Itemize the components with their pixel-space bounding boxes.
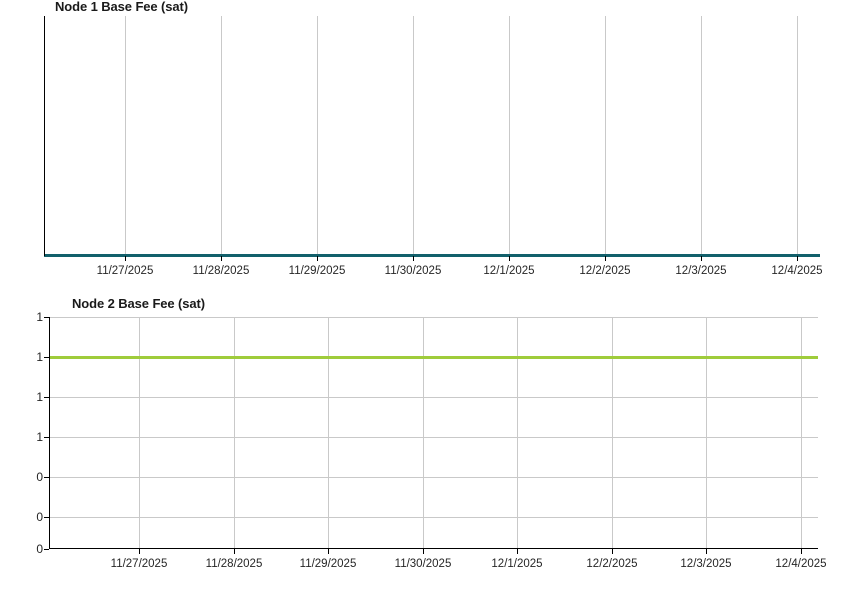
plot-area-node-1 (44, 16, 820, 257)
y-tick-mark (44, 397, 49, 399)
x-tick-mark (328, 549, 329, 554)
x-tick-label: 11/27/2025 (110, 558, 168, 570)
y-tick-mark (44, 357, 49, 359)
x-tick-label: 12/1/2025 (491, 558, 543, 570)
gridline-vertical (706, 317, 707, 549)
x-tick-mark (701, 256, 702, 261)
gridline-vertical (125, 16, 126, 256)
gridline-vertical (612, 317, 613, 549)
x-tick-label: 12/2/2025 (586, 558, 638, 570)
y-tick-label: 1 (36, 390, 43, 404)
series-line-node-1 (44, 254, 820, 257)
chart-title-node-2: Node 2 Base Fee (sat) (72, 296, 206, 311)
x-tick-label: 12/4/2025 (771, 265, 823, 277)
x-tick-mark (801, 549, 802, 554)
chart-panel-node-2: Node 2 Base Fee (sat) 1 1 1 1 0 0 0 (0, 288, 860, 600)
x-tick-mark (706, 549, 707, 554)
gridline-vertical (605, 16, 606, 256)
x-tick-mark (413, 256, 414, 261)
x-tick-label: 12/3/2025 (680, 558, 732, 570)
x-axis-line-node-2 (49, 547, 818, 549)
x-tick-label: 11/28/2025 (205, 558, 263, 570)
x-tick-label: 12/2/2025 (579, 265, 631, 277)
x-tick-label: 11/30/2025 (394, 558, 452, 570)
gridline-horizontal (49, 477, 818, 478)
y-tick-label: 1 (36, 430, 43, 444)
gridline-horizontal (49, 437, 818, 438)
gridline-vertical (139, 317, 140, 549)
gridline-vertical (234, 317, 235, 549)
x-tick-mark (797, 256, 798, 261)
gridline-vertical (517, 317, 518, 549)
x-tick-mark (125, 256, 126, 261)
gridline-vertical (701, 16, 702, 256)
y-tick-mark (44, 477, 49, 479)
x-tick-mark (605, 256, 606, 261)
y-tick-label: 1 (36, 310, 43, 324)
chart-title-node-1: Node 1 Base Fee (sat) (55, 0, 189, 14)
x-tick-label: 11/27/2025 (96, 265, 154, 277)
y-tick-mark (44, 517, 49, 519)
x-tick-label: 11/30/2025 (384, 265, 442, 277)
gridline-horizontal (49, 397, 818, 398)
y-axis-line-node-2 (49, 317, 51, 549)
plot-area-node-2 (49, 317, 818, 549)
gridline-vertical (221, 16, 222, 256)
gridline-vertical (317, 16, 318, 256)
x-tick-mark (234, 549, 235, 554)
y-tick-mark (44, 317, 49, 319)
y-tick-mark (44, 549, 49, 551)
x-tick-mark (509, 256, 510, 261)
x-tick-label: 12/3/2025 (675, 265, 727, 277)
y-axis-line-node-1 (44, 16, 46, 256)
gridline-horizontal (49, 317, 818, 318)
x-tick-mark (221, 256, 222, 261)
y-tick-label: 0 (36, 510, 43, 524)
y-tick-label: 0 (36, 542, 43, 556)
gridline-vertical (801, 317, 802, 549)
gridline-vertical (328, 317, 329, 549)
y-tick-mark (44, 437, 49, 439)
x-tick-label: 11/29/2025 (288, 265, 346, 277)
gridline-vertical (797, 16, 798, 256)
x-tick-mark (612, 549, 613, 554)
x-tick-mark (517, 549, 518, 554)
x-tick-label: 12/4/2025 (775, 558, 827, 570)
chart-panel-node-1: Node 1 Base Fee (sat) 11/27/2025 11/28/2… (0, 0, 860, 288)
x-tick-label: 11/29/2025 (299, 558, 357, 570)
series-line-node-2 (49, 356, 818, 360)
y-tick-label: 0 (36, 470, 43, 484)
x-tick-mark (139, 549, 140, 554)
gridline-vertical (509, 16, 510, 256)
gridline-vertical (413, 16, 414, 256)
y-tick-label: 1 (36, 350, 43, 364)
x-tick-mark (423, 549, 424, 554)
x-tick-mark (317, 256, 318, 261)
gridline-horizontal (49, 517, 818, 518)
x-tick-label: 11/28/2025 (192, 265, 250, 277)
gridline-vertical (423, 317, 424, 549)
x-tick-label: 12/1/2025 (483, 265, 535, 277)
